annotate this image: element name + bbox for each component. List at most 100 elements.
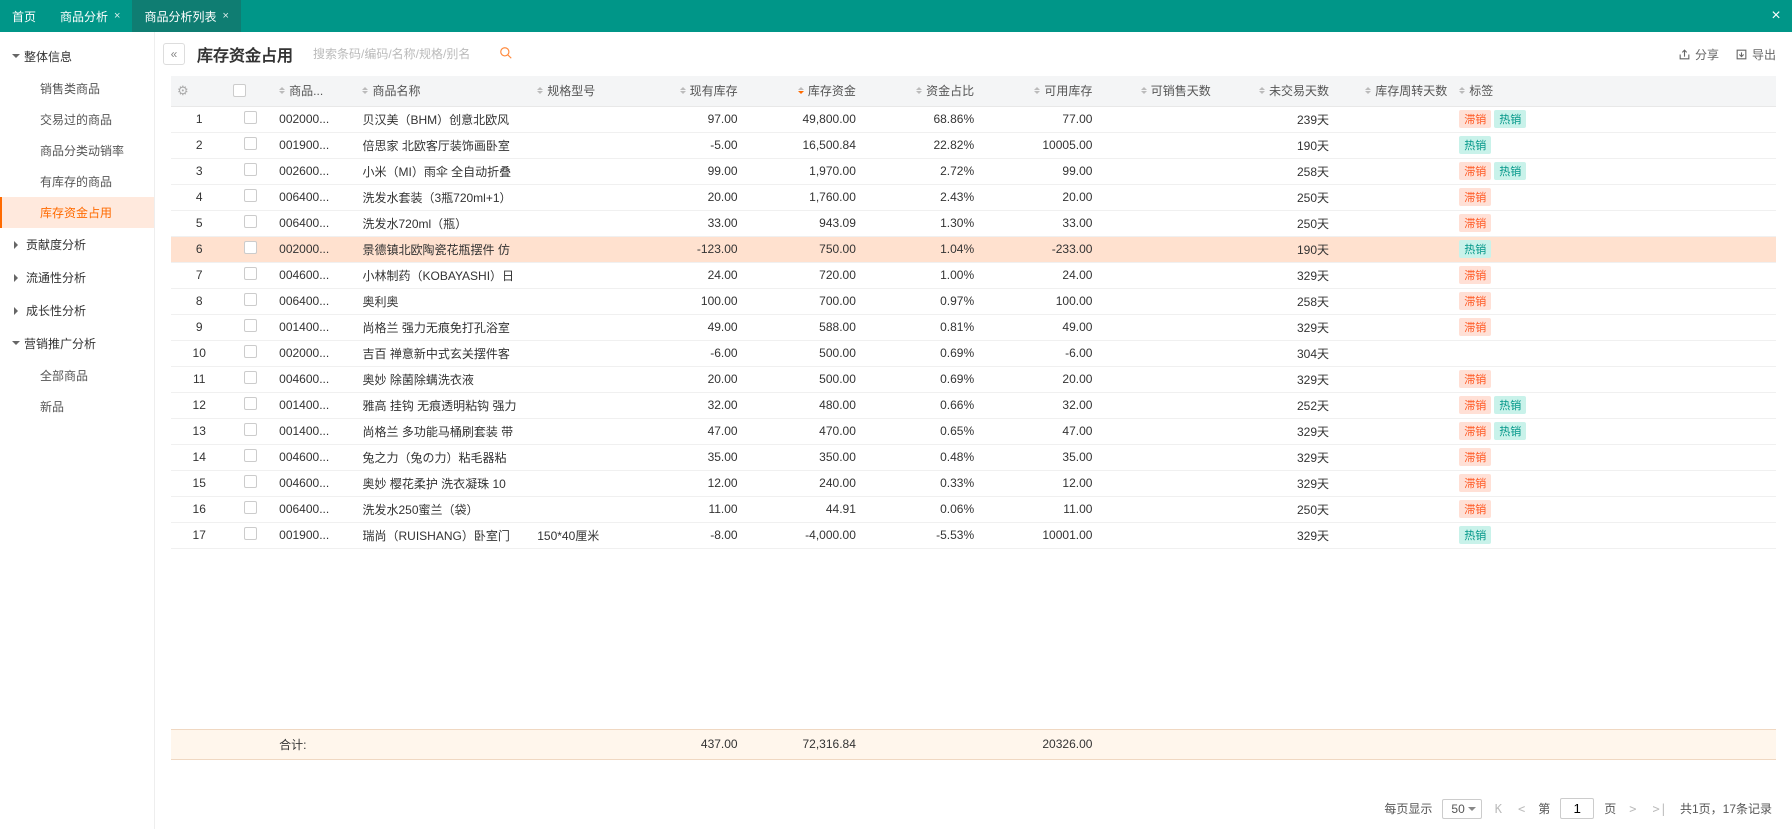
pager-page-input[interactable] xyxy=(1560,798,1594,819)
collapse-sidebar-button[interactable]: « xyxy=(163,43,185,65)
table-row[interactable]: 15004600...奥妙 樱花柔护 洗衣凝珠 1012.00240.000.3… xyxy=(171,470,1776,496)
tag-slow: 滞销 xyxy=(1459,370,1491,388)
row-checkbox[interactable] xyxy=(244,345,257,358)
summary-avail: 20326.00 xyxy=(980,729,1098,759)
pager-first-button[interactable]: K xyxy=(1492,802,1505,816)
pager-next-button[interactable]: > xyxy=(1626,802,1639,816)
search-icon[interactable] xyxy=(499,46,513,63)
sort-icon xyxy=(1259,84,1265,97)
close-icon[interactable]: × xyxy=(222,10,228,22)
pager-last-button[interactable]: >| xyxy=(1650,802,1670,816)
table-row[interactable]: 3002600...小米（MI）雨伞 全自动折叠99.001,970.002.7… xyxy=(171,158,1776,184)
nav-item-交易过的商品[interactable]: 交易过的商品 xyxy=(0,104,154,135)
col-avail[interactable]: 可用库存 xyxy=(980,76,1098,106)
row-checkbox[interactable] xyxy=(244,267,257,280)
row-checkbox[interactable] xyxy=(244,163,257,176)
nav-group-整体信息[interactable]: 整体信息 xyxy=(0,40,154,73)
gear-icon[interactable]: ⚙ xyxy=(177,83,189,99)
nav-item-全部商品[interactable]: 全部商品 xyxy=(0,360,154,391)
table-row[interactable]: 8006400...奥利奥100.00700.000.97%100.00258天… xyxy=(171,288,1776,314)
table-row[interactable]: 12001400...雅高 挂钩 无痕透明粘钩 强力32.00480.000.6… xyxy=(171,392,1776,418)
table-row[interactable]: 13001400...尚格兰 多功能马桶刷套装 带47.00470.000.65… xyxy=(171,418,1776,444)
pager-perpage-select[interactable]: 50 xyxy=(1442,799,1481,819)
row-checkbox[interactable] xyxy=(244,371,257,384)
tag-slow: 滞销 xyxy=(1459,110,1491,128)
row-checkbox[interactable] xyxy=(244,319,257,332)
share-button[interactable]: 分享 xyxy=(1678,46,1719,63)
data-table: ⚙ 商品...商品名称规格型号现有库存库存资金资金占比可用库存可销售天数未交易天数… xyxy=(171,76,1776,549)
row-checkbox[interactable] xyxy=(244,137,257,150)
table-row[interactable]: 2001900...倍思家 北欧客厅装饰画卧室-5.0016,500.8422.… xyxy=(171,132,1776,158)
col-tags[interactable]: 标签 xyxy=(1453,76,1776,106)
tab-商品分析[interactable]: 商品分析× xyxy=(48,0,132,32)
col-saleDays[interactable]: 可销售天数 xyxy=(1098,76,1216,106)
row-checkbox[interactable] xyxy=(244,423,257,436)
nav-group-流通性分析[interactable]: 流通性分析 xyxy=(0,261,154,294)
col-stock[interactable]: 现有库存 xyxy=(625,76,743,106)
tab-商品分析列表[interactable]: 商品分析列表× xyxy=(132,0,240,32)
col-idx: ⚙ xyxy=(171,76,227,106)
tag-slow: 滞销 xyxy=(1459,292,1491,310)
main-panel: « 库存资金占用 分享 导出 ⚙商品...商品名 xyxy=(155,32,1792,829)
row-checkbox[interactable] xyxy=(244,189,257,202)
row-checkbox[interactable] xyxy=(244,449,257,462)
table-row[interactable]: 9001400...尚格兰 强力无痕免打孔浴室49.00588.000.81%4… xyxy=(171,314,1776,340)
tag-slow: 滞销 xyxy=(1459,162,1491,180)
table-row[interactable]: 6002000...景德镇北欧陶瓷花瓶摆件 仿-123.00750.001.04… xyxy=(171,236,1776,262)
chevron-down-icon xyxy=(12,341,20,349)
table-row[interactable]: 10002000...吉百 禅意新中式玄关摆件客-6.00500.000.69%… xyxy=(171,340,1776,366)
col-fund[interactable]: 库存资金 xyxy=(744,76,862,106)
row-checkbox[interactable] xyxy=(244,397,257,410)
table-row[interactable]: 1002000...贝汉美（BHM）创意北欧风97.0049,800.0068.… xyxy=(171,106,1776,132)
table-row[interactable]: 17001900...瑞尚（RUISHANG）卧室门150*40厘米-8.00-… xyxy=(171,522,1776,548)
nav-item-销售类商品[interactable]: 销售类商品 xyxy=(0,73,154,104)
row-checkbox[interactable] xyxy=(244,111,257,124)
close-all-icon[interactable]: × xyxy=(1760,0,1792,32)
row-checkbox[interactable] xyxy=(244,527,257,540)
sort-icon xyxy=(1459,84,1465,97)
col-ratio[interactable]: 资金占比 xyxy=(862,76,980,106)
tag-hot: 热销 xyxy=(1494,422,1526,440)
search-box xyxy=(313,46,513,63)
nav-item-有库存的商品[interactable]: 有库存的商品 xyxy=(0,166,154,197)
table-row[interactable]: 16006400...洗发水250蜜兰（袋）11.0044.910.06%11.… xyxy=(171,496,1776,522)
tag-slow: 滞销 xyxy=(1459,214,1491,232)
pager-perpage-label: 每页显示 xyxy=(1384,800,1432,817)
row-checkbox[interactable] xyxy=(244,293,257,306)
table-row[interactable]: 4006400...洗发水套装（3瓶720ml+1）20.001,760.002… xyxy=(171,184,1776,210)
nav-group-成长性分析[interactable]: 成长性分析 xyxy=(0,294,154,327)
row-checkbox[interactable] xyxy=(244,501,257,514)
pager-prev-button[interactable]: < xyxy=(1515,802,1528,816)
pager-summary: 共1页，17条记录 xyxy=(1680,800,1772,817)
col-code[interactable]: 商品... xyxy=(273,76,356,106)
search-input[interactable] xyxy=(313,47,493,61)
checkbox-all[interactable] xyxy=(233,84,246,97)
nav-item-商品分类动销率[interactable]: 商品分类动销率 xyxy=(0,135,154,166)
summary-label: 合计: xyxy=(273,729,356,759)
nav-group-营销推广分析[interactable]: 营销推广分析 xyxy=(0,327,154,360)
close-icon[interactable]: × xyxy=(114,10,120,22)
row-checkbox[interactable] xyxy=(244,241,257,254)
table-row[interactable]: 5006400...洗发水720ml（瓶）33.00943.091.30%33.… xyxy=(171,210,1776,236)
col-name[interactable]: 商品名称 xyxy=(356,76,531,106)
tab-首页[interactable]: 首页 xyxy=(0,0,48,32)
row-checkbox[interactable] xyxy=(244,215,257,228)
tag-slow: 滞销 xyxy=(1459,318,1491,336)
row-checkbox[interactable] xyxy=(244,475,257,488)
col-spec[interactable]: 规格型号 xyxy=(531,76,625,106)
sort-icon xyxy=(362,84,368,97)
tag-slow: 滞销 xyxy=(1459,396,1491,414)
chevron-right-icon xyxy=(14,274,22,282)
tag-slow: 滞销 xyxy=(1459,266,1491,284)
table-row[interactable]: 11004600...奥妙 除菌除螨洗衣液20.00500.000.69%20.… xyxy=(171,366,1776,392)
tag-hot: 热销 xyxy=(1494,162,1526,180)
table-row[interactable]: 14004600...兔之力（兔の力）粘毛器粘35.00350.000.48%3… xyxy=(171,444,1776,470)
tag-hot: 热销 xyxy=(1494,396,1526,414)
nav-item-库存资金占用[interactable]: 库存资金占用 xyxy=(0,197,154,228)
export-button[interactable]: 导出 xyxy=(1735,46,1776,63)
col-noTrade[interactable]: 未交易天数 xyxy=(1217,76,1335,106)
nav-group-贡献度分析[interactable]: 贡献度分析 xyxy=(0,228,154,261)
col-turnDays[interactable]: 库存周转天数 xyxy=(1335,76,1453,106)
table-row[interactable]: 7004600...小林制药（KOBAYASHI）日24.00720.001.0… xyxy=(171,262,1776,288)
nav-item-新品[interactable]: 新品 xyxy=(0,391,154,422)
